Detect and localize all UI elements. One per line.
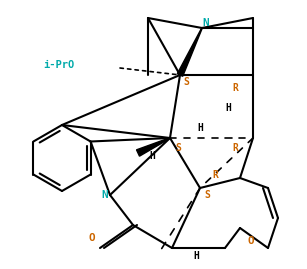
Polygon shape xyxy=(177,28,202,76)
Text: H: H xyxy=(225,103,231,113)
Text: R: R xyxy=(232,83,238,93)
Text: H: H xyxy=(197,123,203,133)
Text: S: S xyxy=(204,190,210,200)
Text: O: O xyxy=(89,233,95,243)
Text: R: R xyxy=(212,170,218,180)
Text: N: N xyxy=(102,190,108,200)
Text: R: R xyxy=(232,143,238,153)
Text: i-PrO: i-PrO xyxy=(44,60,75,70)
Text: O: O xyxy=(248,236,255,246)
Text: H: H xyxy=(149,151,155,161)
Text: N: N xyxy=(203,18,209,28)
Text: S: S xyxy=(183,77,189,87)
Text: H: H xyxy=(193,251,199,261)
Polygon shape xyxy=(137,138,170,156)
Text: S: S xyxy=(175,143,181,153)
